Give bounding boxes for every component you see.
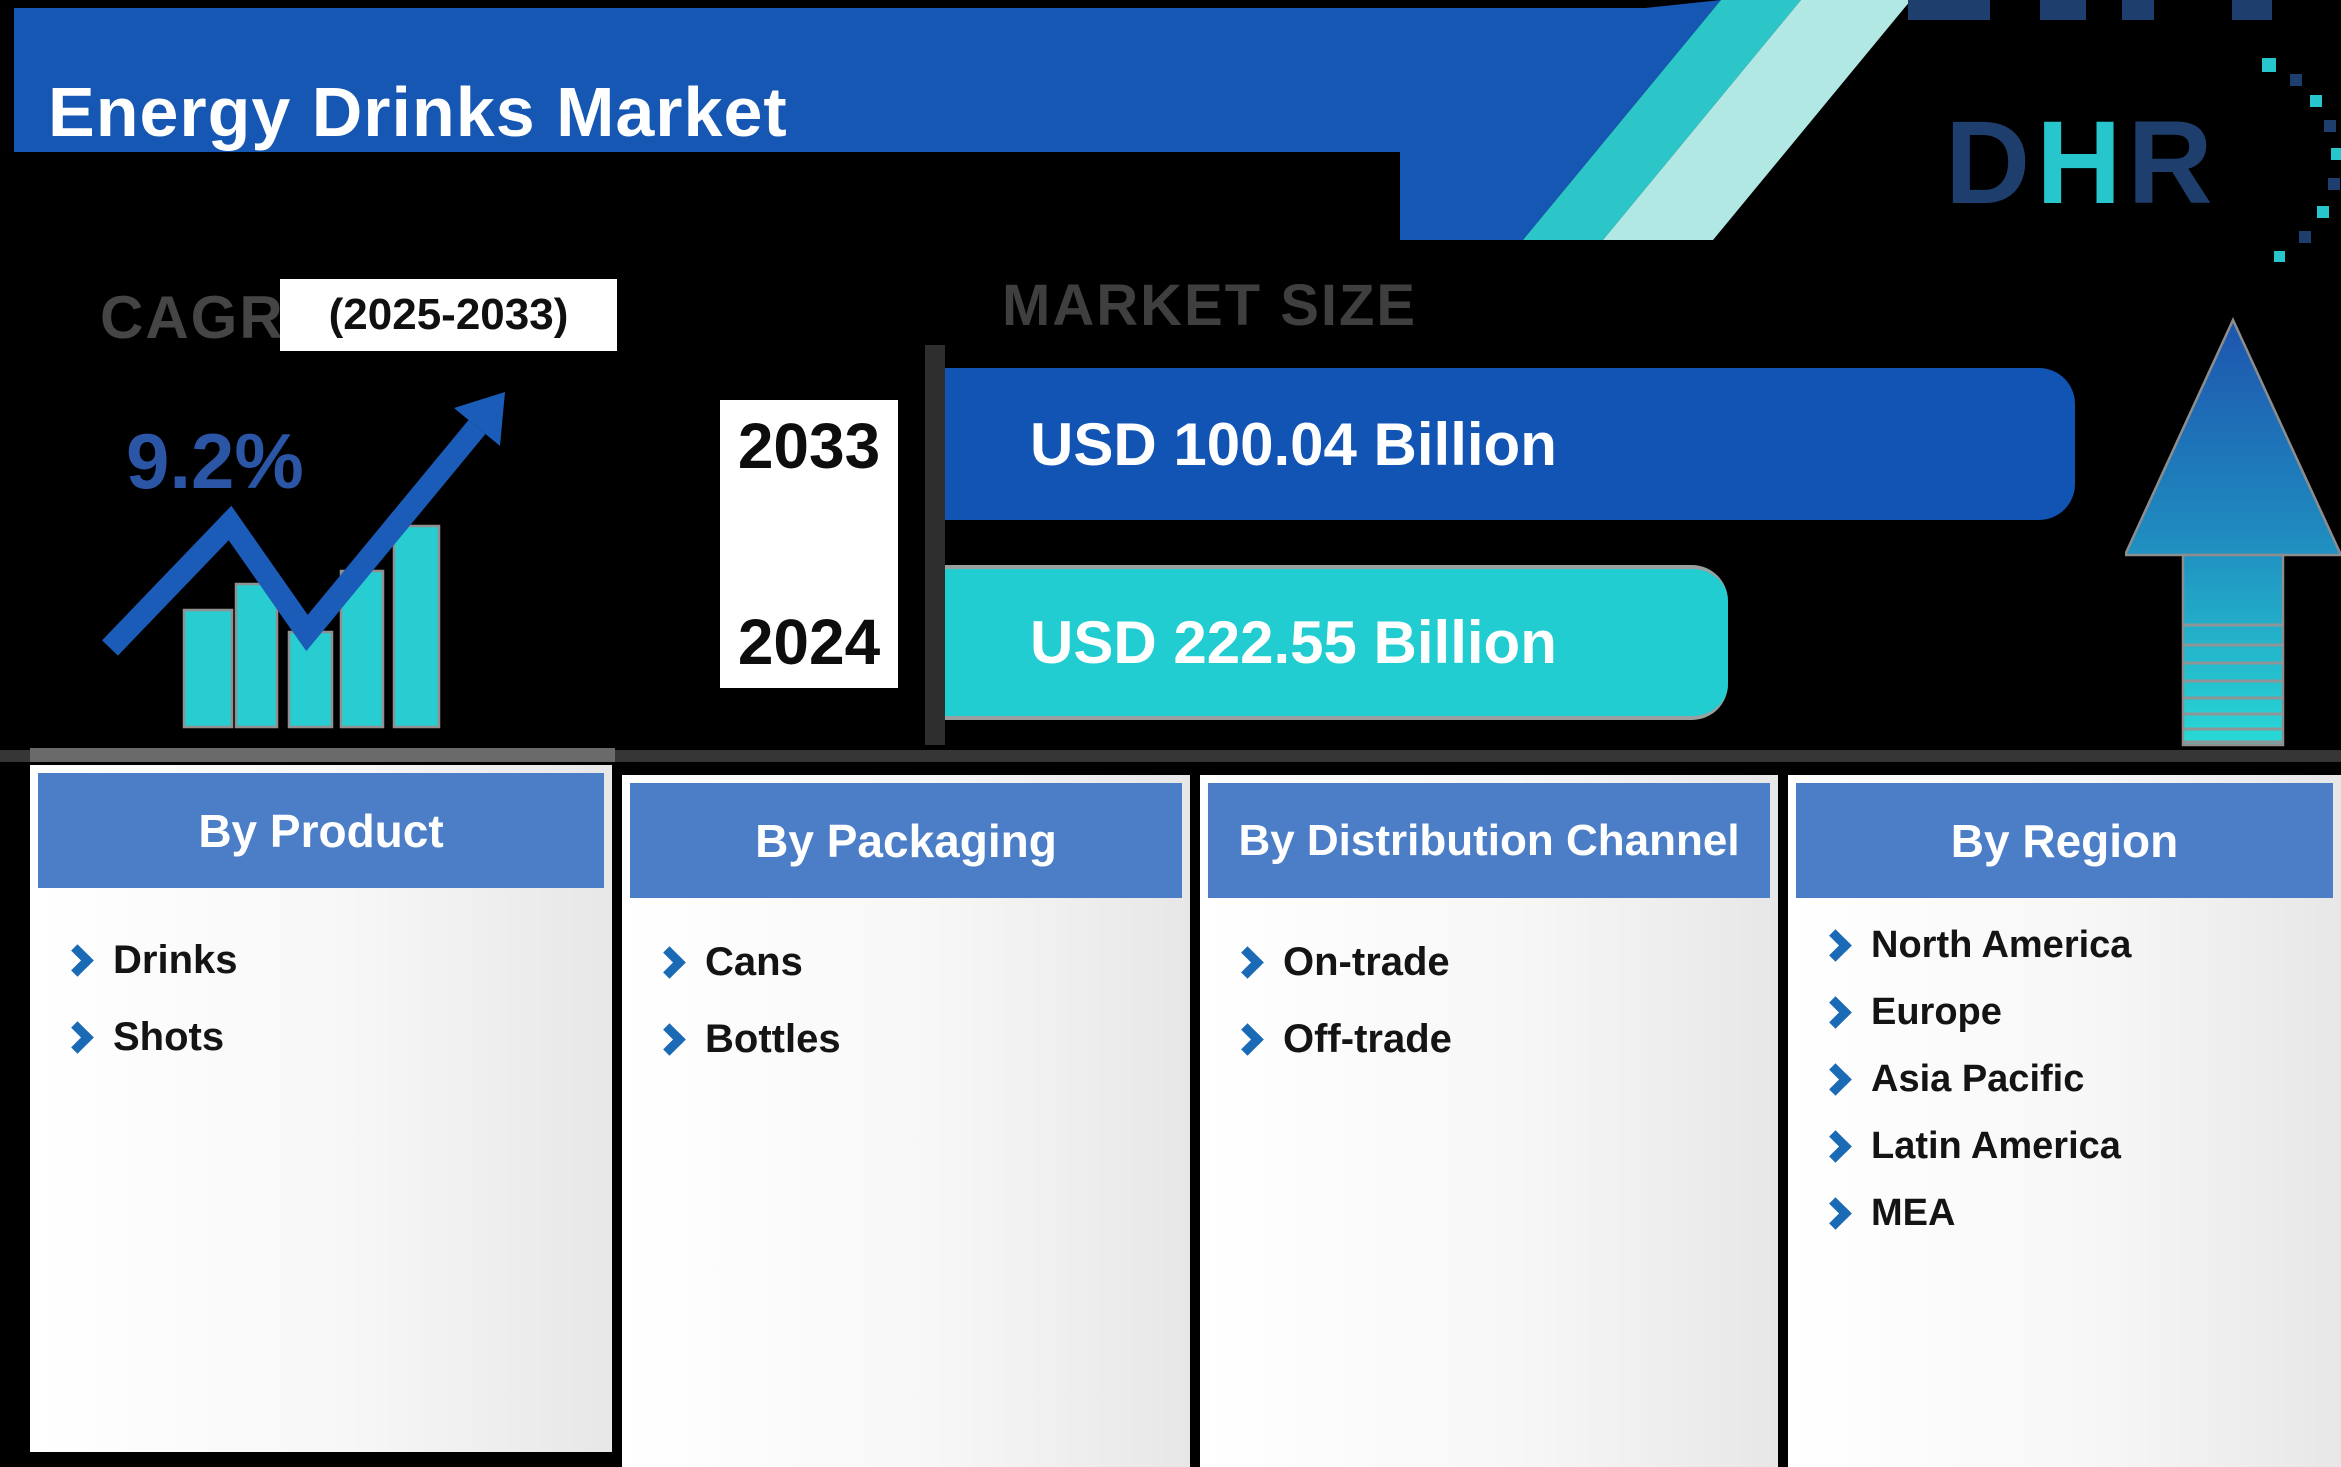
trend-bar: [392, 524, 441, 729]
chevron-right-icon: [1819, 1197, 1852, 1230]
logo-fragment: [2232, 0, 2272, 20]
header-bar: [14, 8, 1404, 152]
logo-dot-icon: [2290, 74, 2302, 86]
logo-fragment: [1908, 0, 1990, 20]
card-body: Drinks Shots: [38, 922, 604, 1076]
list-item: MEA: [1796, 1180, 2333, 1247]
list-item: Off-trade: [1208, 1001, 1770, 1078]
dhr-logo: DHR: [1945, 104, 2219, 222]
chevron-right-icon: [1819, 1063, 1852, 1096]
list-item-label: MEA: [1871, 1192, 1956, 1234]
card-body: On-trade Off-trade: [1208, 924, 1770, 1078]
logo-letter-h: H: [2036, 97, 2128, 229]
chevron-right-icon: [61, 1021, 94, 1054]
list-item: Europe: [1796, 979, 2333, 1046]
list-item: Bottles: [630, 1001, 1182, 1078]
year-2024: 2024: [737, 606, 881, 678]
logo-dot-icon: [2262, 58, 2276, 72]
logo-letter-d: D: [1945, 97, 2037, 229]
chevron-right-icon: [61, 944, 94, 977]
chart-baseline: [30, 748, 615, 762]
card-title: By Distribution Channel: [1238, 815, 1740, 865]
cagr-label: CAGR: [100, 284, 285, 351]
logo-dot-icon: [2317, 206, 2329, 218]
list-item: Asia Pacific: [1796, 1046, 2333, 1113]
logo-dot-icon: [2328, 178, 2340, 190]
year-2033: 2033: [737, 410, 881, 482]
trend-bar: [234, 582, 279, 729]
logo-dot-icon: [2299, 231, 2311, 243]
year-column: 2033 2024: [720, 400, 898, 688]
chevron-right-icon: [1819, 929, 1852, 962]
logo-fragment: [2122, 0, 2154, 20]
list-item: Shots: [38, 999, 604, 1076]
list-item: Latin America: [1796, 1113, 2333, 1180]
logo-dot-icon: [2324, 120, 2336, 132]
card-header: By Region: [1796, 783, 2333, 898]
list-item: On-trade: [1208, 924, 1770, 1001]
segment-card-by-packaging: By Packaging Cans Bottles: [622, 775, 1190, 1467]
market-size-axis-line: [925, 345, 945, 745]
logo-letter-r: R: [2127, 97, 2219, 229]
chevron-right-icon: [653, 946, 686, 979]
logo-fragment: [2040, 0, 2086, 20]
list-item-label: On-trade: [1283, 940, 1450, 984]
card-header: By Distribution Channel: [1208, 783, 1770, 898]
list-item-label: North America: [1871, 924, 2132, 966]
segment-card-by-region: By Region North America Europe Asia Pacific…: [1788, 775, 2341, 1467]
chevron-right-icon: [1231, 1023, 1264, 1056]
logo-dot-icon: [2310, 95, 2322, 107]
list-item-label: Bottles: [705, 1017, 841, 1061]
card-header: By Packaging: [630, 783, 1182, 898]
market-size-value-2024: USD 222.55 Billion: [1030, 609, 1557, 676]
cagr-trend-chart-icon: [102, 392, 505, 729]
list-item-label: Off-trade: [1283, 1017, 1452, 1061]
list-item-label: Shots: [113, 1015, 225, 1059]
logo-dot-icon: [2274, 251, 2285, 262]
list-item-label: Cans: [705, 940, 803, 984]
market-size-value-2033: USD 100.04 Billion: [1030, 410, 1557, 478]
card-title: By Region: [1950, 814, 2179, 867]
chevron-right-icon: [1819, 996, 1852, 1029]
list-item-label: Asia Pacific: [1871, 1058, 2085, 1100]
card-body: North America Europe Asia Pacific Latin Ame…: [1796, 912, 2333, 1247]
segment-card-by-product: By Product Drinks Shots: [30, 765, 612, 1452]
trend-arrowhead-icon: [454, 392, 505, 446]
cagr-range: (2025-2033): [328, 290, 569, 339]
market-size-bar-2024: USD 222.55 Billion: [945, 565, 1728, 720]
market-size-bar-2033: USD 100.04 Billion: [945, 368, 2075, 520]
page-title: Energy Drinks Market: [48, 73, 788, 151]
list-item: Cans: [630, 924, 1182, 1001]
list-item-label: Drinks: [113, 938, 238, 982]
diagonal-ribbon-decoration: [1400, 0, 1911, 240]
list-item-label: Latin America: [1871, 1125, 2121, 1167]
list-item: Drinks: [38, 922, 604, 999]
card-title: By Product: [198, 804, 444, 857]
chevron-right-icon: [653, 1023, 686, 1056]
card-body: Cans Bottles: [630, 924, 1182, 1078]
list-item: North America: [1796, 912, 2333, 979]
cagr-value: 9.2%: [126, 417, 304, 505]
cagr-range-box: (2025-2033): [280, 279, 617, 351]
logo-dot-icon: [2331, 148, 2341, 160]
growth-arrow-icon: [2125, 317, 2341, 747]
card-title: By Packaging: [755, 814, 1057, 867]
market-size-label: MARKET SIZE: [1002, 273, 1418, 338]
list-item-label: Europe: [1871, 991, 2002, 1033]
trend-bar: [182, 608, 234, 729]
card-header: By Product: [38, 773, 604, 888]
trend-bar: [287, 630, 334, 729]
chevron-right-icon: [1819, 1130, 1852, 1163]
chevron-right-icon: [1231, 946, 1264, 979]
segment-card-by-distribution-channel: By Distribution Channel On-trade Off-trade: [1200, 775, 1778, 1467]
